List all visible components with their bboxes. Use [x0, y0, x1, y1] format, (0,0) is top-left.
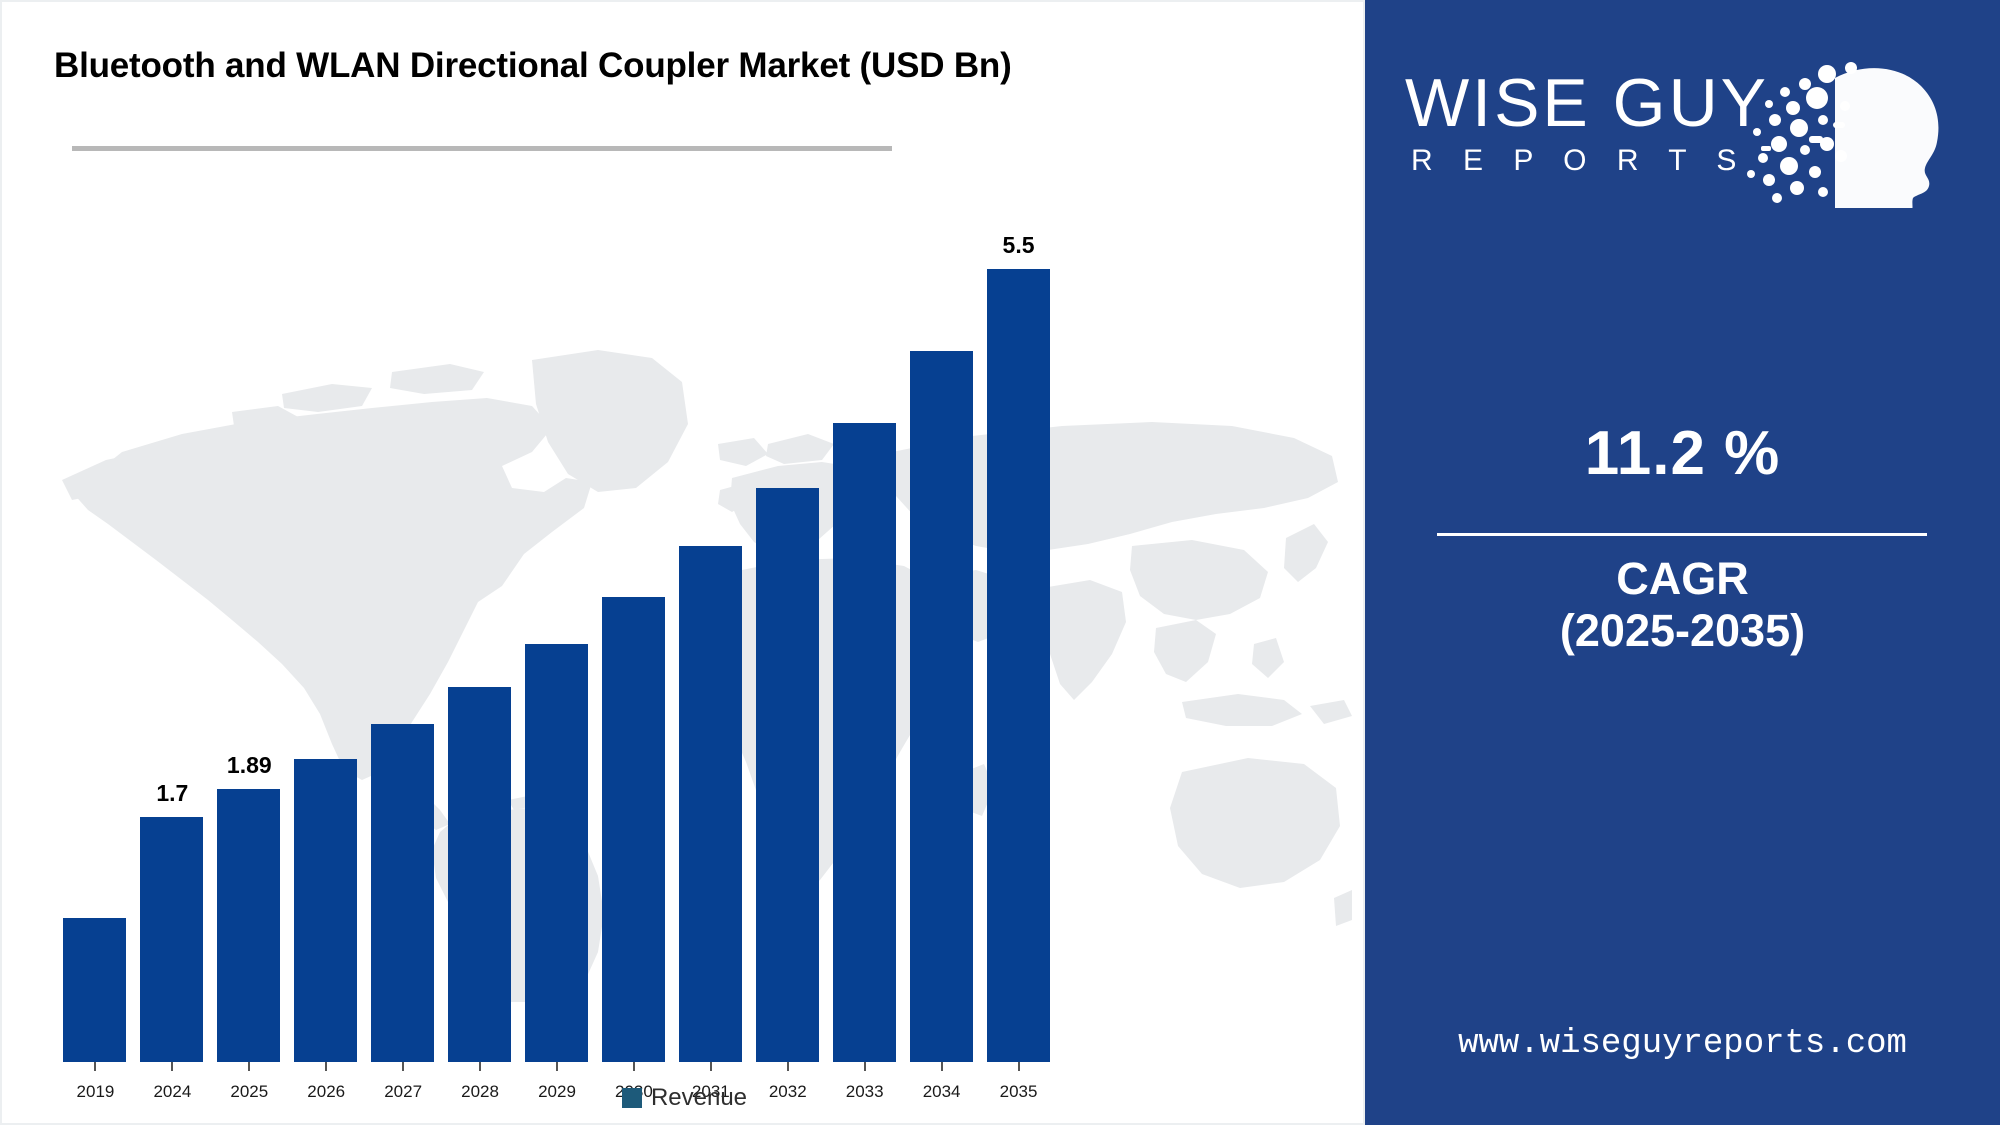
x-axis-label-2028: 2028 — [461, 1082, 499, 1101]
title-divider — [72, 146, 892, 151]
bar-2029[interactable] — [525, 643, 588, 1062]
x-tick — [402, 1062, 405, 1071]
bar-2028[interactable] — [448, 686, 512, 1062]
bar-chart-plot: 20191.720241.892025202620272028202920302… — [57, 182, 1057, 1101]
x-tick — [556, 1062, 558, 1071]
bar-2032[interactable] — [755, 487, 819, 1062]
x-axis-label-2035: 2035 — [999, 1082, 1038, 1101]
bar-2026[interactable] — [294, 759, 358, 1062]
bar-2024[interactable] — [140, 816, 204, 1062]
bar-2030[interactable] — [601, 597, 665, 1062]
x-tick — [325, 1062, 328, 1071]
cagr-label-text: CAGR — [1616, 553, 1749, 604]
wiseguyreports-logo: WISE GUY R E P O R T S — [1365, 48, 2000, 214]
x-axis-label-2024: 2024 — [153, 1082, 192, 1101]
x-axis-label-2031: 2031 — [691, 1082, 730, 1101]
x-axis-label-2026: 2026 — [307, 1082, 346, 1101]
x-tick — [479, 1062, 482, 1071]
svg-text:WISE GUY: WISE GUY — [1405, 65, 1769, 141]
bar-2025[interactable] — [217, 789, 281, 1062]
x-tick — [171, 1062, 174, 1071]
cagr-period-text: (2025-2035) — [1559, 604, 1806, 656]
bar-2027[interactable] — [371, 724, 435, 1062]
x-axis-label-2033: 2033 — [845, 1082, 884, 1101]
x-axis-label-2027: 2027 — [384, 1082, 423, 1101]
x-tick — [1017, 1062, 1020, 1071]
website-url: www.wiseguyreports.com — [1458, 1025, 1907, 1063]
bar-value-2035: 5.5 — [1002, 231, 1035, 258]
svg-text:R E P O R T S: R E P O R T S — [1411, 144, 1747, 177]
chart-legend: Revenue — [2, 1084, 1363, 1112]
brand-panel: WISE GUY R E P O R T S — [1365, 0, 2000, 1125]
bar-2033[interactable] — [832, 422, 896, 1062]
x-axis-label-2029: 2029 — [538, 1082, 576, 1101]
page-title: Bluetooth and WLAN Directional Coupler M… — [54, 46, 1012, 85]
bar-value-2024: 1.7 — [156, 779, 189, 806]
x-tick — [632, 1062, 635, 1071]
bar-2019[interactable] — [63, 917, 127, 1062]
bar-2034[interactable] — [909, 350, 973, 1062]
cagr-divider — [1437, 533, 1927, 536]
x-axis-label-2019: 2019 — [76, 1082, 115, 1101]
x-axis-label-2032: 2032 — [768, 1082, 807, 1101]
x-axis-label-2025: 2025 — [230, 1082, 269, 1101]
x-tick — [709, 1062, 712, 1071]
cagr-value: 11.2 % — [1584, 419, 1781, 488]
legend-label-revenue: Revenue — [650, 1084, 748, 1111]
x-tick — [248, 1062, 251, 1071]
bar-value-2025: 1.89 — [226, 752, 272, 779]
legend-swatch-revenue — [621, 1088, 642, 1108]
chart-panel: Bluetooth and WLAN Directional Coupler M… — [0, 0, 1365, 1125]
x-axis-label-2034: 2034 — [922, 1082, 961, 1101]
bar-2031[interactable] — [678, 545, 742, 1062]
x-tick — [786, 1062, 789, 1071]
x-tick — [940, 1062, 943, 1071]
bar-2035[interactable] — [986, 268, 1050, 1062]
x-tick — [94, 1062, 97, 1071]
x-tick — [863, 1062, 866, 1071]
cagr-label: CAGR (2025-2035) — [1365, 553, 2000, 657]
